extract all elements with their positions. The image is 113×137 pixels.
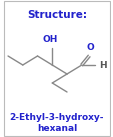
Text: Structure:: Structure: — [27, 10, 86, 20]
Text: 2-Ethyl-3-hydroxy-
hexanal: 2-Ethyl-3-hydroxy- hexanal — [10, 113, 103, 133]
Text: OH: OH — [42, 35, 58, 44]
Text: H: H — [98, 61, 106, 69]
Text: O: O — [85, 44, 93, 52]
